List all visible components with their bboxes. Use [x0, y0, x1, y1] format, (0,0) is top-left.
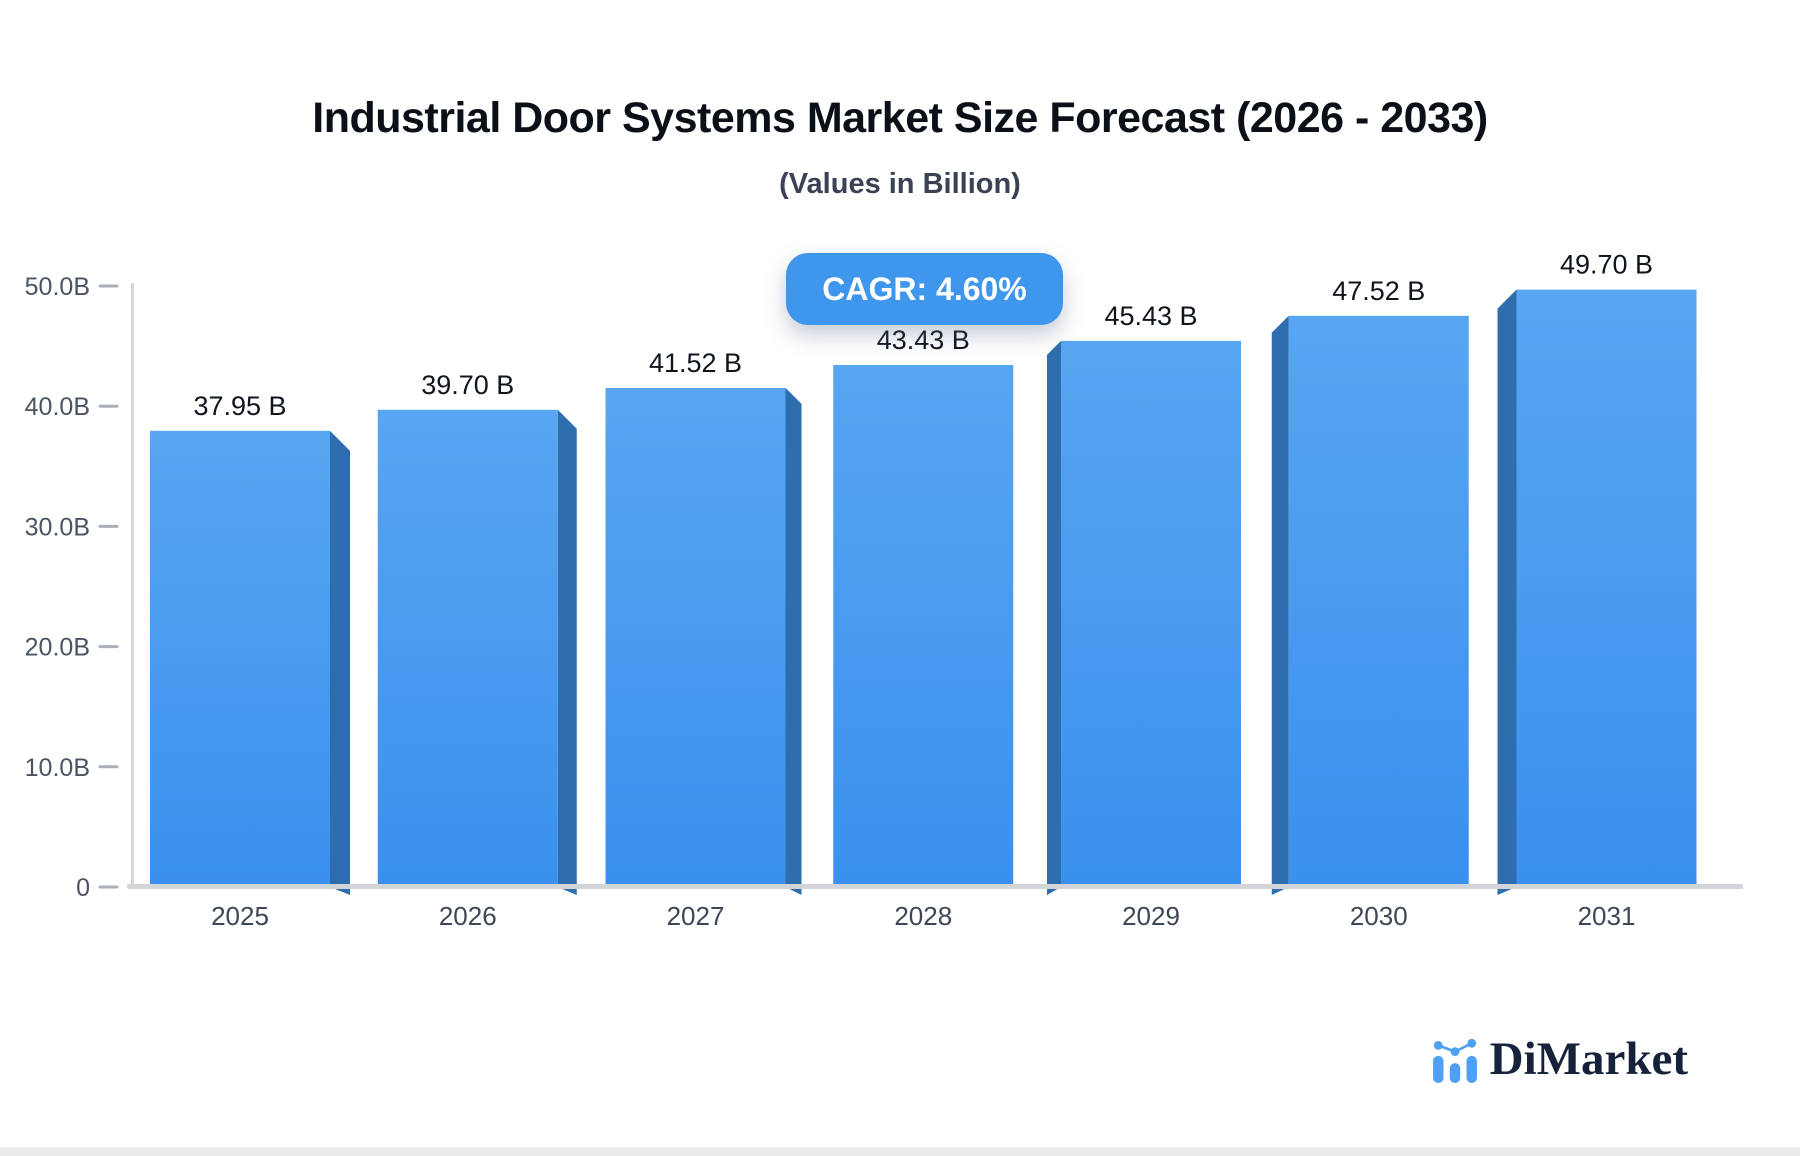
x-tick-label: 2030 — [1350, 901, 1408, 931]
bar-value-label: 49.70 B — [1560, 250, 1653, 280]
bar-value-label: 45.43 B — [1104, 301, 1197, 331]
bar-side-face — [785, 387, 802, 895]
bar — [377, 409, 577, 895]
x-axis-baseline — [127, 884, 1743, 889]
cagr-badge-label: CAGR: 4.60% — [822, 270, 1027, 307]
bar-front-face — [377, 409, 558, 887]
footer-strip — [0, 1147, 1800, 1156]
bar — [605, 387, 802, 895]
bar-front-face — [150, 430, 330, 887]
bar — [1047, 340, 1241, 895]
bar-front-face — [1288, 315, 1469, 888]
bar-front-face — [833, 364, 1014, 887]
bar-value-label: 43.43 B — [877, 325, 970, 355]
x-tick-label: 2027 — [667, 901, 725, 931]
bar — [1271, 315, 1469, 896]
y-tick-label: 20.0B — [25, 634, 90, 662]
bar-value-label: 39.70 B — [421, 370, 514, 400]
x-tick-label: 2029 — [1122, 901, 1180, 931]
x-tick-label: 2025 — [211, 901, 269, 931]
bar — [150, 430, 350, 895]
chart-subtitle: (Values in Billion) — [779, 168, 1021, 200]
bar-side-face — [1047, 340, 1061, 895]
bar-value-label: 47.52 B — [1332, 276, 1425, 306]
bar — [833, 364, 1014, 887]
x-tick-label: 2026 — [439, 901, 497, 931]
bar-side-face — [1271, 315, 1289, 896]
bar-front-face — [1061, 340, 1241, 887]
bar — [1497, 289, 1697, 896]
x-tick-label: 2028 — [894, 901, 952, 931]
bar-value-label: 37.95 B — [193, 391, 286, 421]
brand-logo: DiMarket — [1432, 1033, 1688, 1085]
cagr-badge: CAGR: 4.60% — [786, 253, 1063, 325]
y-tick-label: 30.0B — [25, 513, 90, 541]
bar-side-face — [330, 430, 350, 895]
bar-front-face — [1516, 289, 1697, 888]
x-tick-label: 2031 — [1578, 901, 1636, 931]
y-tick-label: 10.0B — [25, 754, 90, 782]
bar-front-face — [605, 387, 786, 887]
bar-chart-logo-icon — [1432, 1038, 1477, 1083]
y-tick-label: 40.0B — [25, 393, 90, 421]
chart-title: Industrial Door Systems Market Size Fore… — [312, 94, 1488, 142]
brand-name: DiMarket — [1489, 1033, 1688, 1085]
bar-side-face — [1497, 289, 1517, 896]
y-tick-label: 0 — [76, 874, 90, 902]
y-tick-label: 50.0B — [25, 273, 90, 301]
bar-side-face — [557, 409, 577, 895]
bar-value-label: 41.52 B — [649, 348, 742, 378]
